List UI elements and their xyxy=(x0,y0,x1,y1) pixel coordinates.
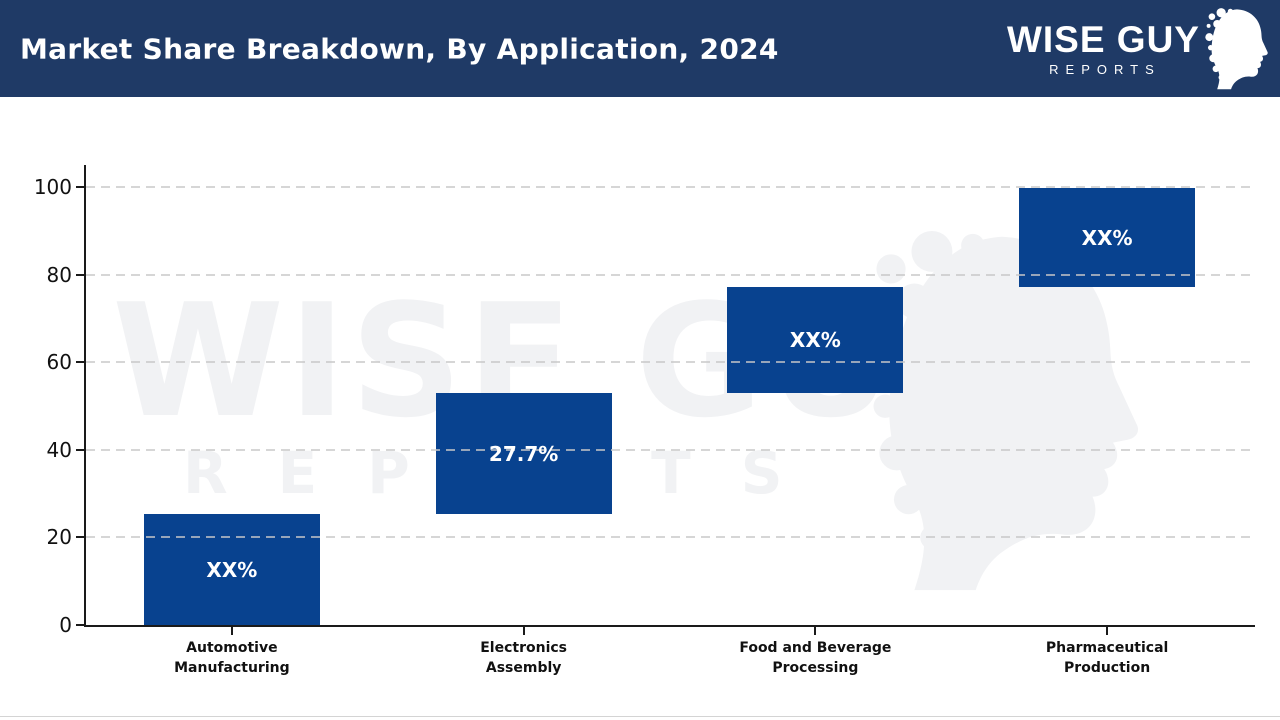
y-tick-100 xyxy=(76,186,84,188)
brand-text: WISE GUY REPORTS xyxy=(1007,21,1200,77)
gridline-20 xyxy=(86,536,1253,539)
x-category-label-automotive-manufacturing: Automotive Manufacturing xyxy=(174,640,290,677)
x-category-label-pharmaceutical-production: Pharmaceutical Production xyxy=(1045,640,1169,677)
y-tick-label-20: 20 xyxy=(46,525,72,550)
plot-area: XX% 27.7% XX% XX% xyxy=(86,165,1253,625)
bar-automotive-manufacturing xyxy=(143,514,320,625)
y-tick-label-40: 40 xyxy=(46,437,72,462)
y-tick-label-100: 100 xyxy=(33,175,72,199)
y-tick-40 xyxy=(76,448,84,451)
page-title: Market Share Breakdown, By Application, … xyxy=(20,32,779,65)
x-tick-electronics-assembly xyxy=(522,627,525,635)
x-tick-automotive-manufacturing xyxy=(230,627,233,635)
y-tick-60 xyxy=(76,361,84,364)
brand-logo: WISE GUY REPORTS xyxy=(1007,4,1270,93)
brand-subtext: REPORTS xyxy=(1049,61,1161,77)
y-tick-0 xyxy=(76,624,84,626)
x-tick-pharmaceutical-production xyxy=(1106,627,1109,635)
y-tick-label-60: 60 xyxy=(46,350,72,375)
y-axis-spine xyxy=(84,165,86,627)
wise-guy-head-icon xyxy=(1204,6,1270,92)
x-axis-spine xyxy=(84,625,1255,627)
bottom-divider xyxy=(0,716,1280,717)
y-tick-label-0: 0 xyxy=(59,613,72,637)
bar-electronics-assembly xyxy=(435,392,612,515)
x-category-label-food-and-beverage-processing: Food and Beverage Processing xyxy=(739,640,892,677)
y-tick-label-80: 80 xyxy=(46,262,72,287)
x-tick-food-and-beverage-processing xyxy=(814,627,817,635)
gridline-80 xyxy=(86,273,1253,276)
bar-food-and-beverage-processing xyxy=(727,286,904,393)
y-tick-80 xyxy=(76,273,84,276)
gridline-100 xyxy=(86,186,1253,188)
gridline-60 xyxy=(86,361,1253,364)
bar-pharmaceutical-production xyxy=(1019,188,1196,287)
brand-wordmark: WISE GUY xyxy=(1006,18,1200,60)
x-category-label-electronics-assembly: Electronics Assembly xyxy=(480,640,568,677)
gridline-40 xyxy=(86,448,1253,451)
header-bar: Market Share Breakdown, By Application, … xyxy=(0,0,1280,97)
y-tick-20 xyxy=(76,536,84,539)
